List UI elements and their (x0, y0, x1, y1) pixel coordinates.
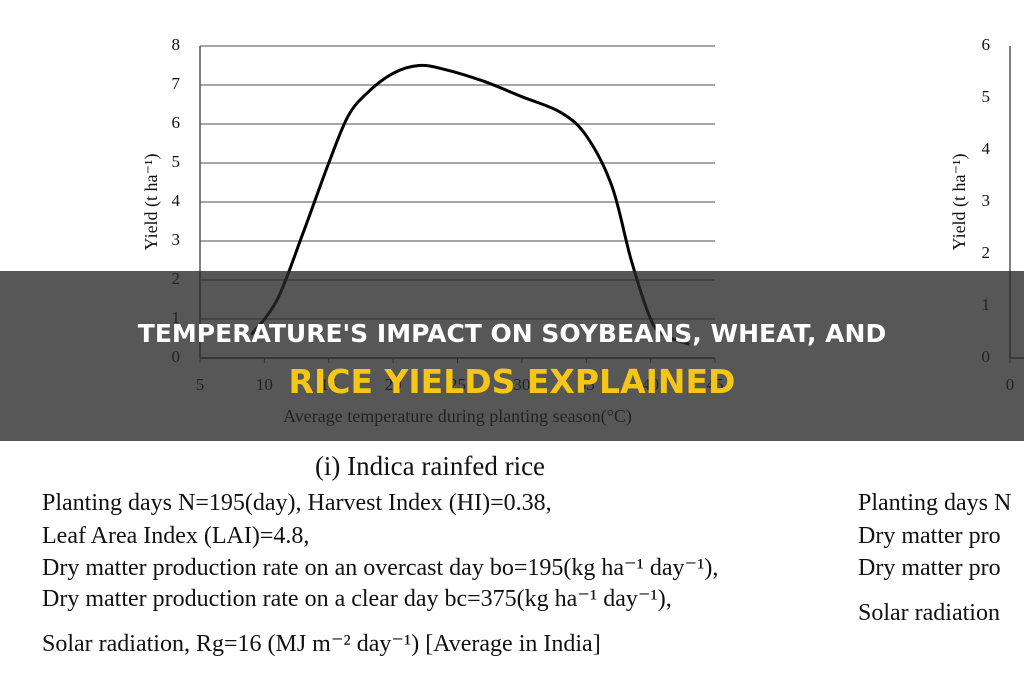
note-line: Dry matter pro (858, 523, 1001, 549)
y-tick-label: 5 (172, 152, 181, 171)
y-axis-label: Yield (t ha⁻¹) (949, 154, 970, 251)
y-tick-label: 3 (172, 230, 181, 249)
note-line: Solar radiation (858, 600, 1000, 626)
y-tick-label: 5 (982, 87, 991, 106)
note-line: Planting days N=195(day), Harvest Index … (42, 490, 552, 516)
note-line: Planting days N (858, 490, 1011, 516)
overlay-band (0, 271, 1024, 441)
y-tick-label: 6 (172, 113, 181, 132)
data-line (250, 63, 690, 346)
y-tick-label: 8 (172, 35, 181, 54)
y-tick-label: 6 (982, 35, 991, 54)
notes: Planting days N=195(day), Harvest Index … (42, 490, 1011, 657)
y-tick-label: 7 (172, 74, 181, 93)
y-tick-label: 4 (172, 191, 181, 210)
y-axis-label: Yield (t ha⁻¹) (141, 154, 162, 251)
caption: (i) Indica rainfed rice (315, 451, 545, 481)
overlay-title: TEMPERATURE'S IMPACT ON SOYBEANS, WHEAT,… (138, 319, 886, 348)
y-tick-label: 4 (982, 139, 991, 158)
note-line: Leaf Area Index (LAI)=4.8, (42, 523, 309, 549)
overlay-subtitle: RICE YIELDS EXPLAINED (289, 362, 736, 401)
note-line: Dry matter production rate on a clear da… (42, 586, 672, 612)
note-line: Solar radiation, Rg=16 (MJ m⁻² day⁻¹) [A… (42, 631, 601, 657)
note-line: Dry matter production rate on an overcas… (42, 555, 718, 581)
y-tick-label: 3 (982, 191, 991, 210)
y-tick-label: 2 (982, 243, 991, 262)
note-line: Dry matter pro (858, 555, 1001, 581)
